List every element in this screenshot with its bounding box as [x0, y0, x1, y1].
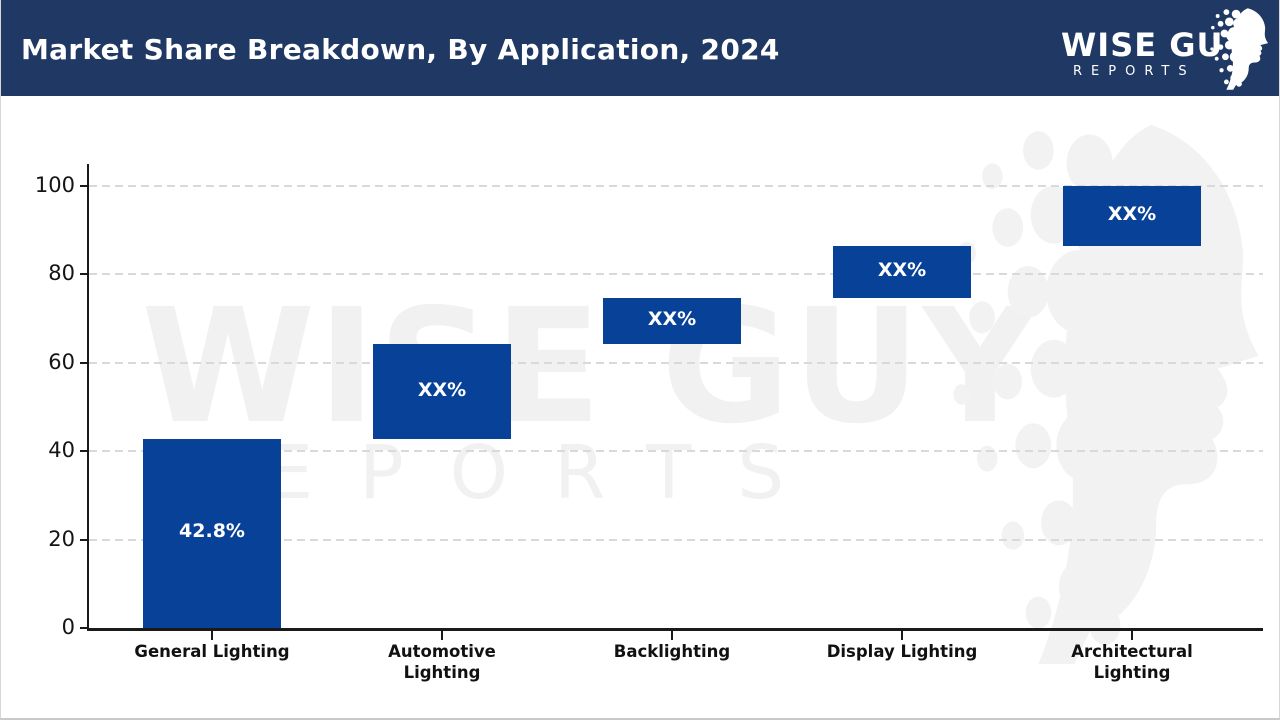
- bar-display-lighting: [833, 246, 971, 298]
- logo-head-icon: [1210, 8, 1269, 90]
- bar-automotive-lighting: [373, 344, 511, 439]
- category-label-general-lighting: General Lighting: [97, 641, 327, 662]
- bar-value-label: XX%: [877, 258, 927, 281]
- category-label-display-lighting: Display Lighting: [787, 641, 1017, 662]
- x-tick: [441, 631, 443, 640]
- y-tick-label: 100: [34, 173, 75, 197]
- gridline: [89, 361, 1263, 364]
- bar-value-label: 42.8%: [179, 520, 245, 543]
- y-tick: [80, 450, 89, 453]
- x-tick: [211, 631, 213, 640]
- y-tick-label: 0: [61, 615, 75, 639]
- y-tick-label: 60: [48, 349, 75, 374]
- logo-text-reports: REPORTS: [1073, 64, 1196, 79]
- category-label-line: Backlighting: [613, 642, 731, 661]
- category-label-line: Architectural: [1071, 642, 1193, 661]
- y-tick-label: 20: [48, 526, 75, 551]
- y-axis: [87, 163, 89, 630]
- bar-backlighting: [603, 297, 741, 345]
- y-tick: [80, 185, 89, 187]
- x-tick: [1131, 631, 1133, 640]
- y-tick: [80, 273, 89, 276]
- bar-general-lighting: [143, 438, 281, 628]
- page-title: Market Share Breakdown, By Application, …: [21, 33, 780, 66]
- category-label-line: Display Lighting: [826, 642, 978, 661]
- gridline: [89, 538, 1263, 541]
- y-tick-label: 40: [48, 438, 75, 463]
- gridline: [89, 185, 1263, 187]
- category-label-architectural-lighting: Architectural Lighting: [1017, 641, 1247, 683]
- header-bar: Market Share Breakdown, By Application, …: [1, 0, 1279, 96]
- wiseguy-logo: WISE GUY REPORTS: [1026, 4, 1271, 92]
- gridline: [89, 450, 1263, 453]
- bar-value-label: XX%: [647, 308, 697, 331]
- x-tick: [671, 631, 673, 640]
- bar-value-label: XX%: [417, 378, 467, 401]
- category-label-line: General Lighting: [134, 642, 290, 661]
- y-tick: [80, 538, 89, 541]
- bar-value-label: XX%: [1107, 203, 1157, 226]
- category-label-backlighting: Backlighting: [557, 641, 787, 662]
- category-label-line: Lighting: [403, 663, 481, 682]
- y-tick: [80, 627, 89, 629]
- category-label-line: Lighting: [1093, 663, 1171, 682]
- category-label-line: Automotive: [388, 642, 496, 661]
- category-label-automotive-lighting: Automotive Lighting: [327, 641, 557, 683]
- x-axis: [87, 628, 1263, 631]
- x-tick: [901, 631, 903, 640]
- y-tick-label: 80: [48, 261, 75, 286]
- gridline: [89, 273, 1263, 276]
- y-tick: [80, 361, 89, 364]
